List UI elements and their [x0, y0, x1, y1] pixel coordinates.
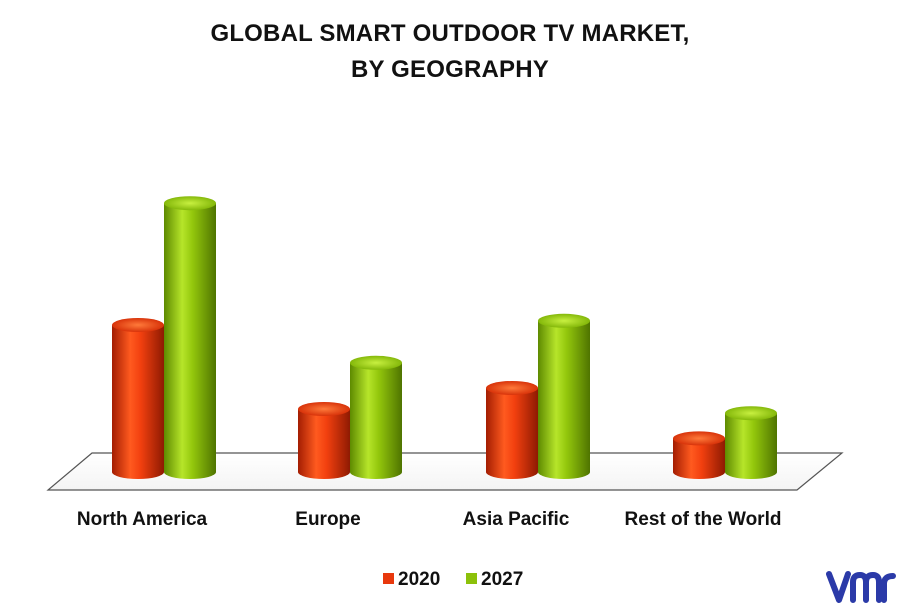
- category-label: North America: [77, 509, 208, 530]
- category-label: Europe: [295, 509, 360, 530]
- bar-2020-asia-pacific: [486, 381, 538, 479]
- chart-subtitle: BY GEOGRAPHY: [351, 56, 549, 83]
- bar-2027-north-america: [164, 196, 216, 479]
- category-labels: North America Europe Asia Pacific Rest of t…: [77, 509, 782, 530]
- bar-2027-europe: [350, 355, 402, 479]
- category-label: Asia Pacific: [463, 509, 570, 530]
- chart-floor: [46, 452, 844, 491]
- vmr-logo-icon: [826, 571, 896, 603]
- legend-item-2020: 2020: [383, 569, 440, 590]
- legend-swatch: [383, 573, 394, 584]
- legend-swatch: [466, 573, 477, 584]
- bar-2020-north-america: [112, 318, 164, 479]
- chart-title: GLOBAL SMART OUTDOOR TV MARKET,: [210, 20, 690, 47]
- bar-2027-rest-of-the-world: [725, 406, 777, 479]
- legend-item-2027: 2027: [466, 569, 523, 590]
- category-label: Rest of the World: [625, 509, 782, 530]
- bar-2027-asia-pacific: [538, 313, 590, 479]
- legend-label: 2020: [398, 569, 440, 590]
- legend: 2020 2027: [383, 569, 523, 590]
- bar-2020-europe: [298, 402, 350, 479]
- bar-2020-rest-of-the-world: [673, 431, 725, 479]
- bars-layer: [112, 196, 777, 479]
- legend-label: 2027: [481, 569, 523, 590]
